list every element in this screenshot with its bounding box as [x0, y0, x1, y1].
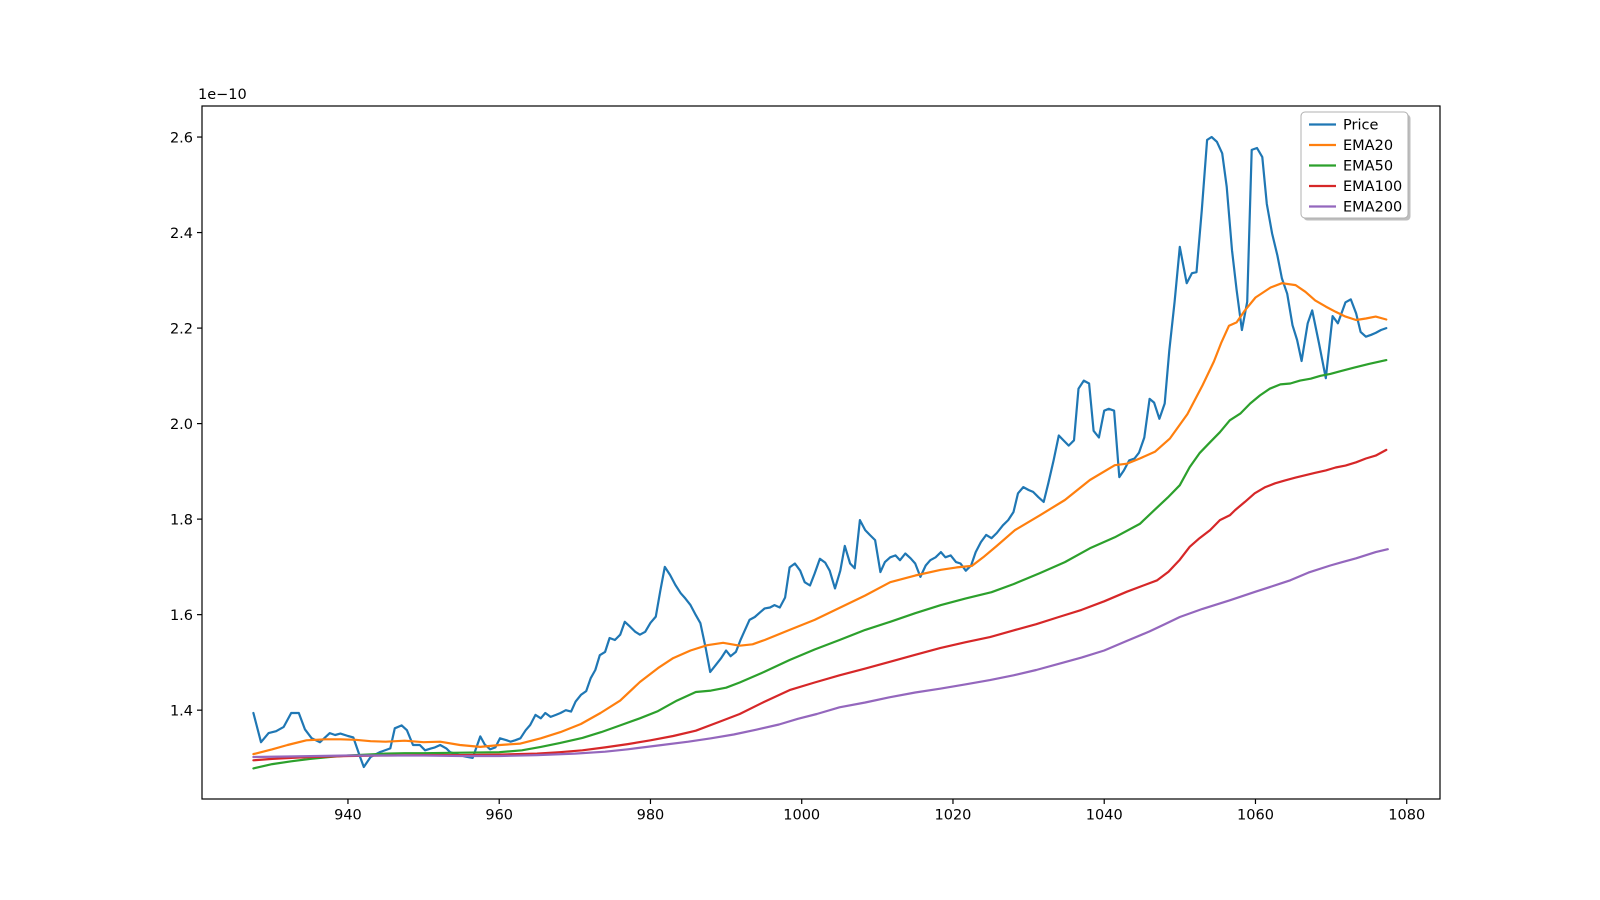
- x-tick-label: 1040: [1086, 808, 1123, 824]
- legend-label: EMA20: [1343, 138, 1393, 154]
- axes-spines: [201, 105, 1441, 800]
- ema200-line: [252, 548, 1389, 759]
- x-tick-label: 1020: [935, 808, 972, 824]
- ema20-line: [252, 282, 1388, 756]
- y-tick-label: 2.6: [170, 130, 193, 146]
- legend-label: EMA100: [1343, 179, 1402, 195]
- legend-label: Price: [1343, 118, 1378, 134]
- x-tick-label: 960: [485, 808, 513, 824]
- legend-label: EMA200: [1343, 200, 1402, 216]
- x-tick-label: 940: [334, 808, 362, 824]
- x-tick-label: 1080: [1388, 808, 1425, 824]
- y-tick-label: 2.4: [170, 226, 193, 242]
- legend-box: [1300, 111, 1409, 219]
- ema100-line: [252, 448, 1388, 762]
- x-tick-label: 1000: [783, 808, 820, 824]
- y-tick-label: 2.0: [170, 417, 193, 433]
- legend-label: EMA50: [1343, 159, 1393, 175]
- y-tick-label: 1.4: [170, 703, 193, 719]
- y-axis-offset-text: 1e−10: [198, 87, 247, 103]
- y-tick-label: 1.6: [170, 608, 193, 624]
- x-tick-label: 980: [637, 808, 665, 824]
- plot-area: [202, 106, 1440, 799]
- x-tick-label: 1060: [1237, 808, 1274, 824]
- ema50-line: [252, 359, 1388, 770]
- y-tick-label: 2.2: [170, 321, 193, 337]
- y-tick-label: 1.8: [170, 512, 193, 528]
